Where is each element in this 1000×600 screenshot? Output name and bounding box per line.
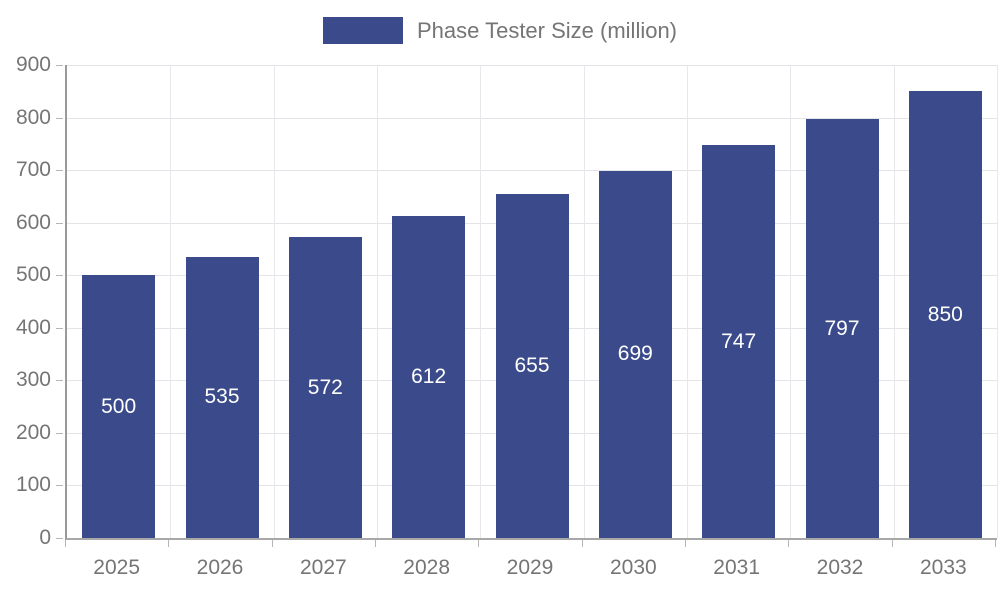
x-tick-label-2033: 2033 (919, 556, 967, 579)
gridline-horizontal (67, 170, 997, 172)
plot-area: 500 535 572 612 655 699 747 797 850 (65, 65, 998, 540)
gridline-vertical (790, 65, 792, 538)
gridline-horizontal (67, 65, 997, 66)
bar-value-label: 612 (411, 365, 447, 389)
y-axis-tick (56, 170, 63, 172)
bar-2028[interactable]: 612 (392, 216, 466, 538)
y-tick-label: 800 (15, 105, 51, 129)
bar-2030[interactable]: 699 (598, 170, 672, 538)
x-axis-tick (995, 540, 996, 547)
legend-swatch (322, 17, 403, 44)
x-axis-tick (375, 540, 376, 547)
x-tick-label-2026: 2026 (196, 556, 244, 579)
y-tick-label: 0 (39, 526, 51, 549)
gridline-horizontal (67, 117, 997, 119)
y-axis-tick (56, 117, 63, 119)
x-tick-label-2030: 2030 (609, 556, 657, 579)
y-tick-label: 200 (15, 420, 51, 444)
bar-value-label: 747 (721, 329, 757, 353)
y-tick-label: 400 (15, 315, 51, 339)
gridline-vertical (480, 65, 482, 538)
legend-label: Phase Tester Size (million) (416, 17, 678, 43)
bar-2033[interactable]: 850 (908, 91, 982, 538)
bar-value-label: 655 (514, 353, 550, 377)
bar-value-label: 500 (101, 394, 137, 418)
y-axis-tick (56, 380, 63, 382)
x-axis-tick (581, 540, 583, 547)
y-axis-tick (56, 222, 63, 224)
x-tick-label-2029: 2029 (506, 556, 554, 579)
x-axis-tick (788, 540, 790, 547)
gridline-vertical (273, 65, 275, 538)
gridline-vertical (687, 65, 688, 538)
x-tick-label-2025: 2025 (93, 556, 141, 579)
y-tick-label: 500 (15, 263, 51, 287)
bar-2027[interactable]: 572 (288, 237, 362, 538)
bar-value-label: 572 (307, 375, 343, 399)
x-tick-label-2032: 2032 (816, 556, 864, 579)
x-axis-tick (685, 540, 686, 547)
y-tick-label: 600 (15, 210, 51, 234)
x-axis-tick (271, 540, 273, 547)
x-tick-label-2027: 2027 (299, 556, 347, 579)
y-tick-label: 300 (15, 368, 51, 392)
y-tick-label: 100 (15, 473, 51, 497)
x-tick-label-2028: 2028 (403, 556, 451, 579)
y-tick-label: 900 (15, 53, 51, 76)
gridline-vertical (997, 65, 998, 538)
x-tick-label-2031: 2031 (713, 556, 761, 579)
bar-value-label: 535 (204, 385, 240, 409)
y-axis-tick (56, 485, 63, 487)
bar-2032[interactable]: 797 (805, 119, 879, 538)
x-axis-tick (891, 540, 893, 547)
y-axis-tick (56, 275, 63, 277)
gridline-vertical (170, 65, 172, 538)
gridline-vertical (893, 65, 895, 538)
bar-value-label: 850 (927, 302, 963, 326)
bar-2026[interactable]: 535 (185, 256, 259, 538)
gridline-vertical (583, 65, 585, 538)
gridline-vertical (377, 65, 378, 538)
bar-value-label: 797 (824, 316, 860, 340)
x-axis-tick (168, 540, 170, 547)
legend[interactable]: Phase Tester Size (million) (0, 17, 1000, 44)
bar-2029[interactable]: 655 (495, 193, 569, 538)
y-axis-tick (56, 65, 63, 66)
bar-2025[interactable]: 500 (82, 275, 156, 538)
bar-value-label: 699 (617, 342, 653, 366)
y-axis-tick (56, 538, 63, 539)
y-axis-tick (56, 432, 63, 434)
y-axis-tick (56, 327, 63, 329)
x-axis-tick (478, 540, 480, 547)
bar-2031[interactable]: 747 (702, 145, 776, 538)
y-tick-label: 700 (15, 158, 51, 182)
x-axis-tick (65, 540, 66, 547)
